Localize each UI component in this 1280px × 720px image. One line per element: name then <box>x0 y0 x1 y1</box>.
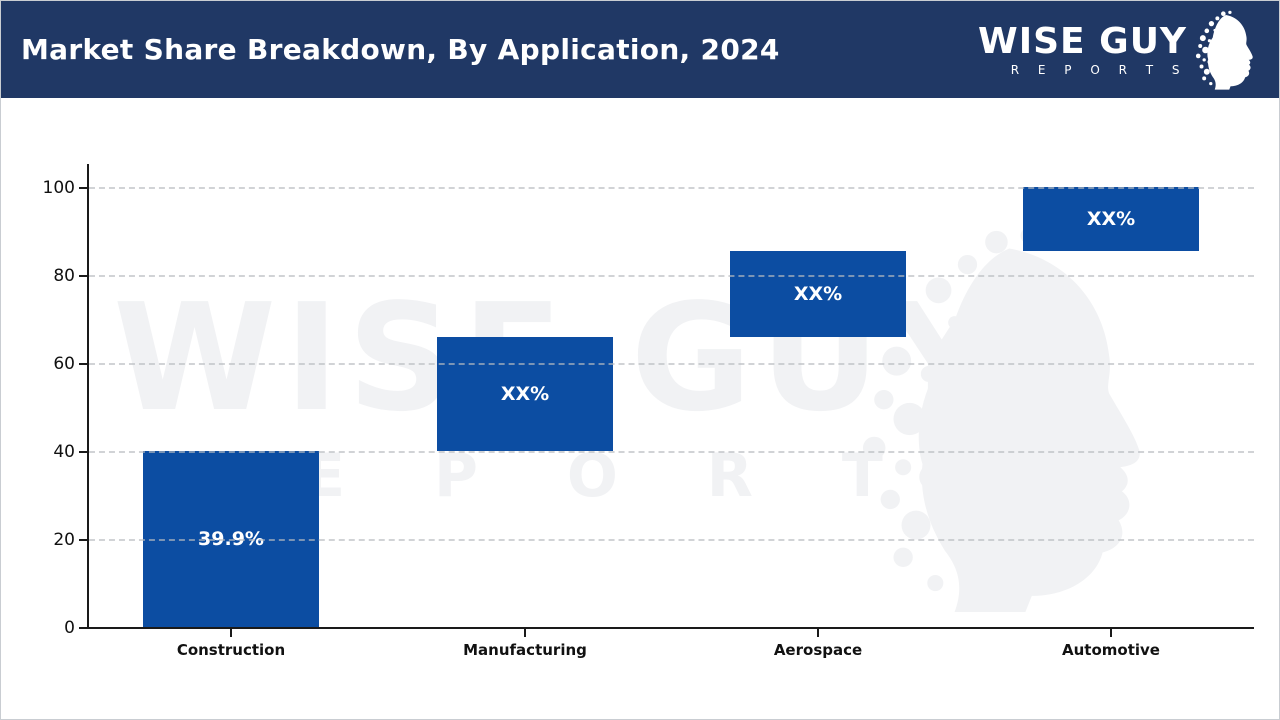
y-tick-0 <box>79 627 87 629</box>
bar-value-label-aerospace: XX% <box>793 282 843 305</box>
bar-automotive: XX% <box>1023 187 1199 251</box>
y-axis-line <box>87 164 89 629</box>
x-tick-manufacturing <box>524 629 526 637</box>
chart-plot-area: WISE GUY R E P O R T S 0 20 40 60 80 100 39.9%… <box>1 98 1279 719</box>
x-axis-label-construction: Construction <box>176 641 286 659</box>
bar-aerospace: XX% <box>730 250 906 338</box>
bar-manufacturing: XX% <box>437 337 613 452</box>
bar-value-label-automotive: XX% <box>1086 207 1136 230</box>
gridline-40 <box>89 451 1254 453</box>
gridline-100 <box>89 187 1254 189</box>
y-tick-label-40: 40 <box>53 442 75 462</box>
x-axis-label-automotive: Automotive <box>1062 641 1160 659</box>
y-tick-100 <box>79 187 87 189</box>
x-tick-construction <box>230 629 232 637</box>
y-tick-80 <box>79 275 87 277</box>
header-bar: Market Share Breakdown, By Application, … <box>1 1 1279 98</box>
y-tick-label-60: 60 <box>53 354 75 374</box>
y-tick-40 <box>79 451 87 453</box>
gridline-80 <box>89 275 1254 277</box>
logo-face-icon <box>1195 10 1253 90</box>
logo-subtitle: R E P O R T S <box>1010 62 1187 77</box>
y-tick-label-80: 80 <box>53 266 75 286</box>
y-tick-label-20: 20 <box>53 530 75 550</box>
wise-guy-reports-logo: WISE GUY R E P O R T S <box>978 10 1255 90</box>
x-axis-label-manufacturing: Manufacturing <box>463 641 587 659</box>
x-tick-automotive <box>1110 629 1112 637</box>
y-tick-label-0: 0 <box>64 618 75 638</box>
y-tick-label-100: 100 <box>42 178 75 198</box>
bar-value-label-manufacturing: XX% <box>500 383 550 406</box>
chart-title: Market Share Breakdown, By Application, … <box>21 33 780 66</box>
x-axis-label-aerospace: Aerospace <box>773 641 863 659</box>
x-axis-line <box>87 627 1254 629</box>
x-tick-aerospace <box>817 629 819 637</box>
gridline-20 <box>89 539 1254 541</box>
logo-text: WISE GUY R E P O R T S <box>977 20 1187 77</box>
y-tick-60 <box>79 363 87 365</box>
gridline-60 <box>89 363 1254 365</box>
y-tick-20 <box>79 539 87 541</box>
logo-wordmark: WISE GUY <box>977 20 1187 62</box>
